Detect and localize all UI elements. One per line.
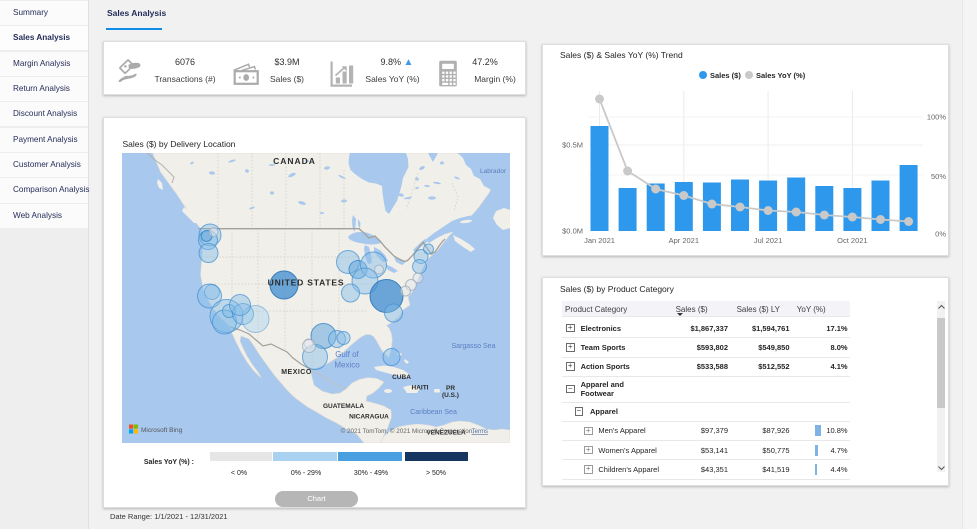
svg-text:Mexico: Mexico [334, 360, 360, 369]
svg-text:VENEZUELA: VENEZUELA [426, 429, 466, 436]
svg-text:Sales YoY (%): Sales YoY (%) [756, 71, 806, 80]
svg-text:NICARAGUA: NICARAGUA [349, 413, 389, 420]
svg-text:Apr 2021: Apr 2021 [669, 236, 699, 245]
svg-text:$0.5M: $0.5M [562, 141, 583, 150]
svg-text:Jul 2021: Jul 2021 [754, 236, 782, 245]
svg-text:Labrador: Labrador [480, 168, 507, 175]
svg-text:Jan 2021: Jan 2021 [584, 236, 615, 245]
svg-text:Gulf of: Gulf of [335, 350, 359, 359]
svg-text:GUATEMALA: GUATEMALA [323, 403, 364, 410]
svg-text:© 2021 TomTom, © 2021 Microsof: © 2021 TomTom, © 2021 Microsoft Corporat… [341, 427, 475, 435]
svg-text:CANADA: CANADA [273, 155, 316, 165]
svg-text:Terms: Terms [472, 429, 488, 435]
svg-text:Oct 2021: Oct 2021 [837, 236, 867, 245]
svg-text:PR: PR [446, 385, 455, 392]
svg-text:100%: 100% [927, 113, 947, 122]
svg-text:Sargasso Sea: Sargasso Sea [452, 343, 496, 350]
svg-text:$0.0M: $0.0M [562, 227, 583, 236]
svg-text:Caribbean Sea: Caribbean Sea [410, 409, 457, 416]
svg-text:CUBA: CUBA [392, 374, 411, 381]
svg-text:Microsoft Bing: Microsoft Bing [141, 427, 183, 434]
svg-text:50%: 50% [931, 172, 946, 181]
svg-text:HAITI: HAITI [412, 384, 429, 391]
svg-text:MEXICO: MEXICO [281, 369, 312, 376]
svg-text:UNITED STATES: UNITED STATES [268, 277, 345, 287]
svg-text:(U.S.): (U.S.) [442, 392, 459, 399]
svg-text:0%: 0% [935, 230, 946, 239]
svg-text:Sales ($): Sales ($) [710, 71, 741, 80]
